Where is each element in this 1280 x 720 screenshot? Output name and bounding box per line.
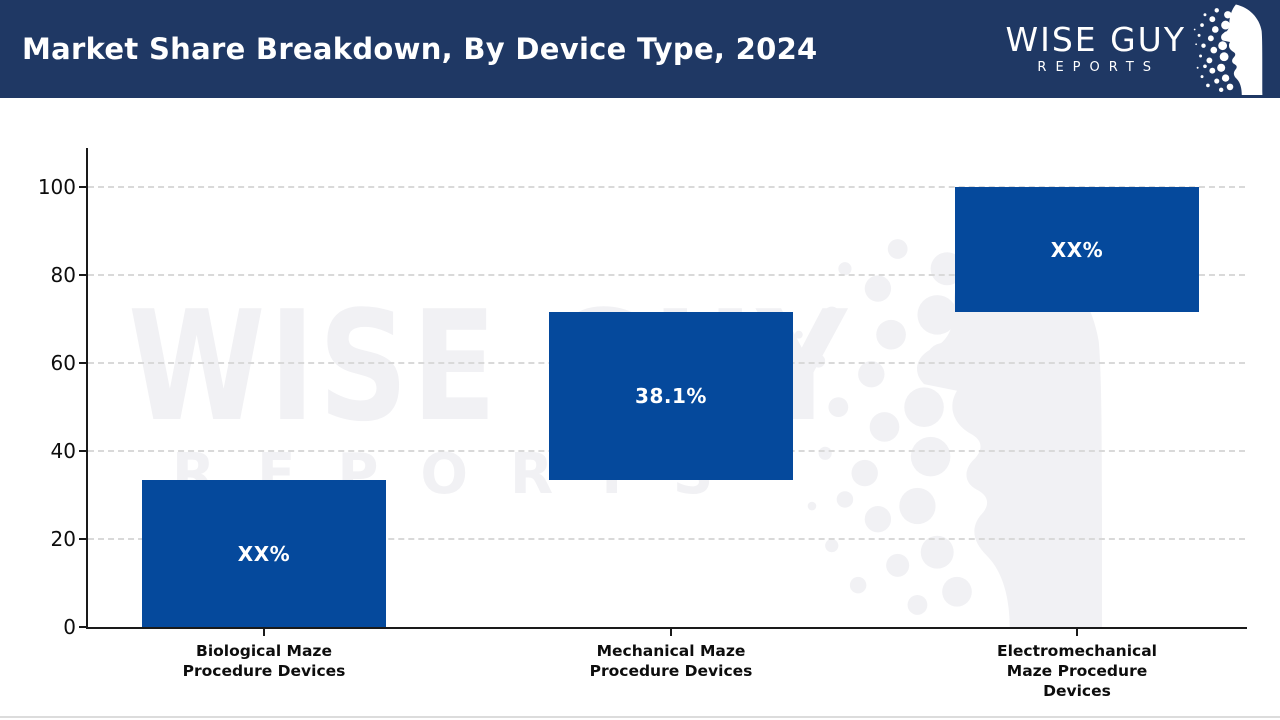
y-tick-label-60: 60 — [50, 351, 76, 375]
bar-1: XX% — [142, 480, 386, 627]
page-title: Market Share Breakdown, By Device Type, … — [22, 32, 818, 66]
wise-guy-logo: WISE GUY REPORTS — [1005, 3, 1268, 95]
y-tick-label-80: 80 — [50, 263, 76, 287]
y-tick-label-0: 0 — [63, 615, 76, 639]
gridline-y20 — [88, 538, 1245, 540]
y-tick-80 — [79, 274, 87, 276]
x-category-label: Mechanical Maze Procedure Devices — [589, 642, 753, 680]
x-tick-1 — [263, 629, 265, 636]
bar-value-label: 38.1% — [635, 384, 707, 409]
y-tick-20 — [79, 538, 87, 540]
x-category-label: Biological Maze Procedure Devices — [182, 642, 346, 680]
logo-text: WISE GUY REPORTS — [1005, 20, 1186, 76]
logo-sub-text: REPORTS — [1037, 60, 1161, 75]
y-tick-0 — [79, 626, 87, 628]
x-category-label: Electromechanical Maze Procedure Devices — [997, 642, 1157, 700]
y-axis-line — [86, 148, 88, 629]
y-tick-label-40: 40 — [50, 439, 76, 463]
gridline-y80 — [88, 274, 1245, 276]
logo-brand-text: WISE GUY — [1005, 20, 1186, 59]
x-tick-2 — [670, 629, 672, 636]
y-tick-40 — [79, 450, 87, 452]
y-tick-label-20: 20 — [50, 527, 76, 551]
y-tick-100 — [79, 186, 87, 188]
x-axis-line — [86, 627, 1247, 629]
header-bar: Market Share Breakdown, By Device Type, … — [0, 0, 1280, 98]
bar-value-label: XX% — [237, 541, 291, 566]
bar-3: XX% — [955, 187, 1199, 313]
y-tick-60 — [79, 362, 87, 364]
gridline-y100 — [88, 186, 1245, 188]
y-tick-label-100: 100 — [37, 175, 76, 199]
bar-value-label: XX% — [1050, 237, 1104, 262]
bar-2: 38.1% — [549, 312, 793, 481]
bottom-border — [0, 716, 1280, 718]
x-tick-3 — [1076, 629, 1078, 636]
